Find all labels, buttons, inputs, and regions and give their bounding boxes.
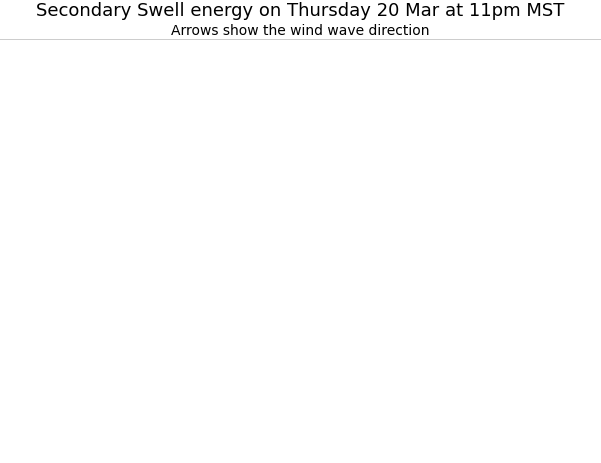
Text: Secondary Swell energy on Thursday 20 Mar at 11pm MST: Secondary Swell energy on Thursday 20 Ma… — [36, 2, 565, 20]
Text: Arrows show the wind wave direction: Arrows show the wind wave direction — [171, 24, 430, 38]
